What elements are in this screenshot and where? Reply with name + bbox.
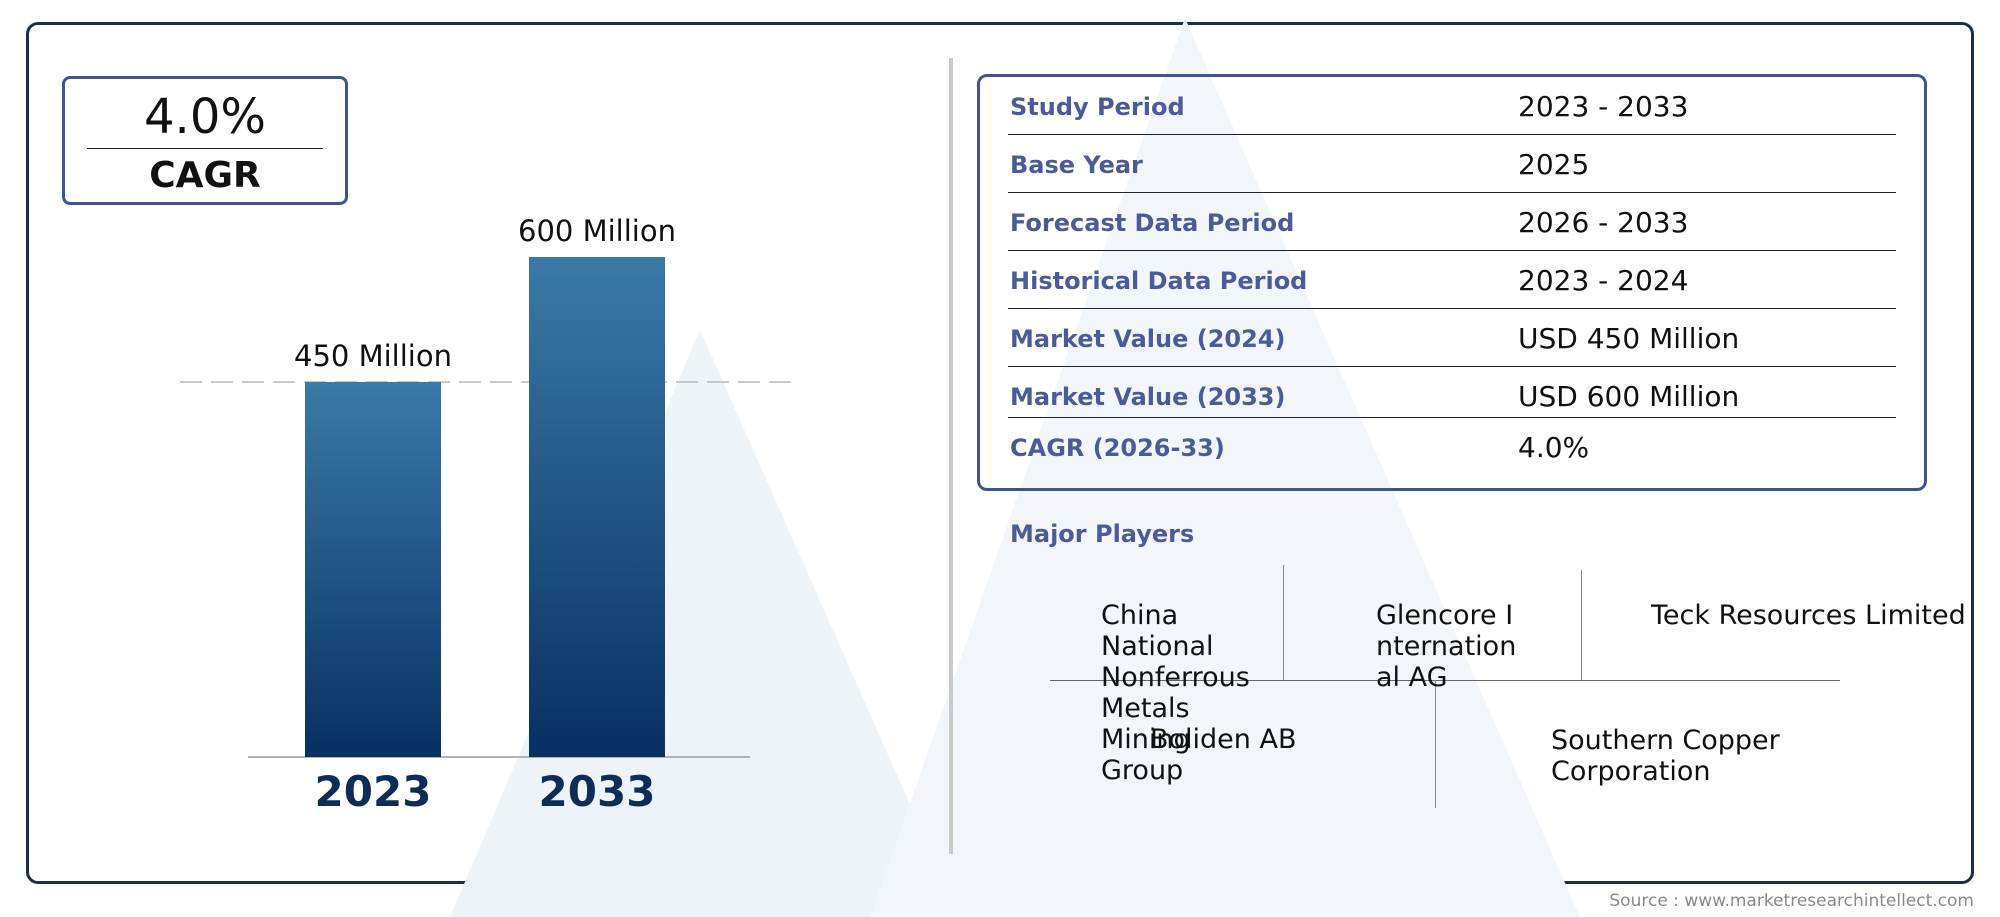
bar-data-label: 600 Million — [518, 214, 676, 248]
bar-chart: 450 Million 2023 600 Million 2033 — [180, 214, 792, 816]
market-summary-table: Study Period 2023 - 2033 Base Year 2025 Fore… — [977, 74, 1927, 491]
summary-row: Base Year 2025 — [1008, 135, 1896, 193]
summary-value: 4.0% — [1518, 431, 1590, 464]
summary-row: Market Value (2033) USD 600 Million — [1008, 367, 1896, 418]
player-boliden: Boliden AB — [1150, 724, 1297, 755]
summary-label: Historical Data Period — [1010, 267, 1308, 295]
player-glencore: Glencore International AG — [1376, 600, 1517, 693]
player-china-nonferrous: China National Nonferrous Metals Mining … — [1101, 600, 1250, 786]
category-label: 2023 — [315, 767, 432, 816]
summary-value: 2025 — [1518, 148, 1590, 181]
player-teck-resources: Teck Resources Limited — [1651, 600, 1966, 631]
summary-row: CAGR (2026-33) 4.0% — [1008, 418, 1896, 478]
source-credit: Source : www.marketresearchintellect.com — [1609, 891, 1974, 911]
grid-divider — [1283, 565, 1284, 680]
summary-value: 2023 - 2024 — [1518, 264, 1689, 297]
grid-divider — [1050, 680, 1840, 681]
bar-2033 — [529, 257, 665, 757]
cagr-box: 4.0% CAGR — [62, 76, 348, 205]
cagr-divider — [87, 148, 323, 149]
category-label: 2033 — [539, 767, 656, 816]
summary-row: Market Value (2024) USD 450 Million — [1008, 309, 1896, 367]
grid-divider — [1581, 570, 1582, 680]
summary-value: USD 450 Million — [1518, 322, 1740, 355]
summary-label: Forecast Data Period — [1010, 209, 1295, 237]
major-players-title: Major Players — [1010, 520, 1195, 548]
bar-2023 — [305, 382, 441, 757]
summary-label: Market Value (2024) — [1010, 325, 1286, 353]
vertical-divider — [949, 58, 953, 854]
summary-label: Base Year — [1010, 151, 1143, 179]
summary-label: Study Period — [1010, 93, 1185, 121]
summary-label: Market Value (2033) — [1010, 383, 1286, 411]
summary-label: CAGR (2026-33) — [1010, 434, 1225, 462]
cagr-value: 4.0% — [144, 89, 266, 145]
summary-value: 2023 - 2033 — [1518, 90, 1689, 123]
cagr-label: CAGR — [149, 155, 261, 196]
grid-divider — [1435, 680, 1436, 808]
summary-row: Forecast Data Period 2026 - 2033 — [1008, 193, 1896, 251]
summary-value: USD 600 Million — [1518, 380, 1740, 413]
summary-row: Study Period 2023 - 2033 — [1008, 77, 1896, 135]
player-southern-copper: Southern Copper Corporation — [1551, 725, 1780, 787]
summary-value: 2026 - 2033 — [1518, 206, 1689, 239]
summary-row: Historical Data Period 2023 - 2024 — [1008, 251, 1896, 309]
bar-data-label: 450 Million — [294, 339, 452, 373]
